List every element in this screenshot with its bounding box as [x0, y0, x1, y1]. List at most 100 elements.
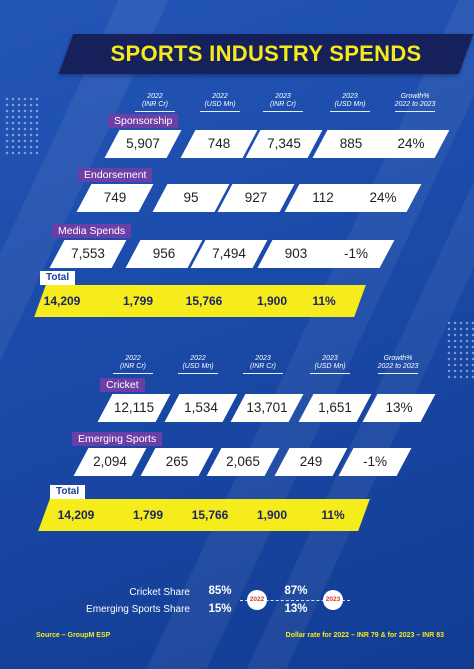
cell-value: 24%	[397, 136, 425, 151]
value-cell-inr-2023: 7,494	[190, 240, 268, 268]
value-cell-inr-2023: 2,065	[206, 448, 280, 476]
cell-value: 7,553	[71, 246, 105, 261]
badge-2022: 2022	[247, 590, 267, 610]
cell-value: 749	[103, 190, 127, 205]
row-label: Cricket	[100, 378, 145, 392]
share-divider	[240, 600, 350, 601]
column-header-underline	[243, 373, 283, 374]
cell-value: -1%	[362, 454, 387, 469]
total-label: Total	[40, 271, 76, 285]
column-header-underline	[378, 373, 418, 374]
share-2022-cricket: 85%	[208, 585, 232, 597]
value-cell-growth: -1%	[317, 240, 395, 268]
total-value-inr-2023: 15,766	[185, 294, 223, 308]
row-label: Media Spends	[52, 224, 132, 238]
column-header-underline	[263, 111, 303, 112]
dollar-rate-note: Dollar rate for 2022 – INR 79 & for 2023…	[285, 632, 444, 639]
cell-value: 2,094	[93, 454, 127, 469]
value-cell-usd-2022: 95	[152, 184, 230, 212]
cell-value: 112	[312, 190, 334, 205]
total-value-growth: 11%	[321, 508, 345, 522]
cell-value: 24%	[369, 190, 397, 205]
value-cell-inr-2022: 5,907	[104, 130, 182, 158]
column-header-underline	[178, 373, 218, 374]
value-cell-inr-2022: 2,094	[73, 448, 147, 476]
column-header-underline	[113, 373, 153, 374]
column-header-inr-2023: 2023 (INR Cr)	[269, 93, 297, 108]
cell-value: 1,534	[184, 400, 218, 415]
value-cell-inr-2023: 927	[217, 184, 295, 212]
cell-value: 956	[152, 246, 176, 261]
cell-value: 927	[244, 190, 268, 205]
value-cell-growth: -1%	[338, 448, 412, 476]
cell-value: 13%	[385, 400, 413, 415]
column-header-underline	[330, 111, 370, 112]
page-title: SPORTS INDUSTRY SPENDS	[110, 41, 422, 66]
decor-dots	[446, 320, 474, 380]
column-header-inr-2022: 2022 (INR Cr)	[141, 93, 169, 108]
source-note: Source – GroupM ESP	[36, 632, 111, 639]
cell-value: 2,065	[226, 454, 260, 469]
total-value-inr-2023: 15,766	[191, 508, 229, 522]
cell-value: 903	[284, 246, 308, 261]
column-header-growth: Growth% 2022 to 2023	[394, 93, 436, 108]
cell-value: -1%	[343, 246, 368, 261]
value-cell-inr-2023: 7,345	[245, 130, 323, 158]
total-label: Total	[50, 485, 86, 499]
value-cell-usd-2023: 903	[257, 240, 335, 268]
value-cell-usd-2023: 249	[274, 448, 348, 476]
row-label: Endorsement	[78, 168, 153, 182]
share-2022-emerging: 15%	[208, 603, 232, 615]
column-header-inr-2022: 2022 (INR Cr)	[119, 355, 147, 370]
value-cell-growth: 24%	[372, 130, 450, 158]
value-cell-usd-2022: 265	[140, 448, 214, 476]
cell-value: 95	[183, 190, 199, 205]
cell-value: 1,651	[318, 400, 352, 415]
emerging-share-label: Emerging Sports Share	[86, 604, 190, 615]
value-cell-growth: 13%	[362, 394, 436, 422]
column-header-usd-2022: 2022 (USD Mn)	[182, 355, 214, 370]
value-cell-growth: 24%	[344, 184, 422, 212]
total-value-usd-2022: 1,799	[132, 508, 164, 522]
share-2023-emerging: 13%	[284, 603, 308, 615]
cricket-share-label: Cricket Share	[129, 587, 190, 598]
value-cell-inr-2023: 13,701	[230, 394, 304, 422]
total-value-inr-2022: 14,209	[43, 294, 81, 308]
column-header-underline	[310, 373, 350, 374]
cell-value: 748	[207, 136, 231, 151]
badge-2023: 2023	[323, 590, 343, 610]
value-cell-usd-2023: 112	[284, 184, 362, 212]
decor-dots	[4, 96, 40, 156]
value-cell-usd-2022: 956	[125, 240, 203, 268]
value-cell-inr-2022: 12,115	[97, 394, 171, 422]
cell-value: 885	[339, 136, 363, 151]
row-label: Emerging Sports	[72, 432, 163, 446]
cell-value: 5,907	[126, 136, 160, 151]
total-value-growth: 11%	[312, 294, 336, 308]
value-cell-usd-2022: 1,534	[164, 394, 238, 422]
cell-value: 7,345	[267, 136, 301, 151]
column-header-underline	[135, 111, 175, 112]
share-2023-cricket: 87%	[284, 585, 308, 597]
total-value-usd-2022: 1,799	[122, 294, 154, 308]
total-value-usd-2023: 1,900	[256, 294, 288, 308]
value-cell-usd-2022: 748	[180, 130, 258, 158]
column-header-usd-2023: 2023 (USD Mn)	[334, 93, 366, 108]
value-cell-usd-2023: 885	[312, 130, 390, 158]
total-value-usd-2023: 1,900	[256, 508, 288, 522]
value-cell-inr-2022: 7,553	[49, 240, 127, 268]
cell-value: 7,494	[212, 246, 246, 261]
total-value-inr-2022: 14,209	[57, 508, 95, 522]
row-label: Sponsorship	[108, 114, 179, 128]
column-header-usd-2022: 2022 (USD Mn)	[204, 93, 236, 108]
cell-value: 13,701	[246, 400, 288, 415]
column-header-usd-2023: 2023 (USD Mn)	[314, 355, 346, 370]
column-header-growth: Growth% 2022 to 2023	[377, 355, 419, 370]
value-cell-inr-2022: 749	[76, 184, 154, 212]
value-cell-usd-2023: 1,651	[298, 394, 372, 422]
column-header-inr-2023: 2023 (INR Cr)	[249, 355, 277, 370]
column-header-underline	[395, 111, 435, 112]
cell-value: 12,115	[113, 400, 155, 415]
cell-value: 265	[165, 454, 189, 469]
